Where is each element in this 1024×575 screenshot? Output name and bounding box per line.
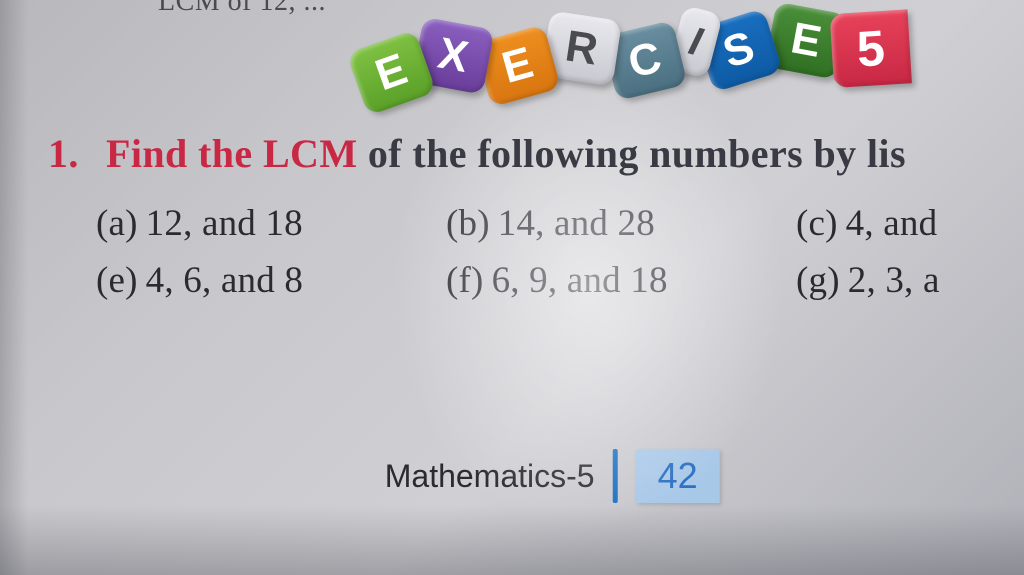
banner-tile-5: 5 bbox=[830, 9, 912, 88]
option-a-label: (a) bbox=[96, 202, 138, 245]
question-suffix: of the following numbers by lis bbox=[358, 131, 906, 176]
question-number: 1. bbox=[48, 130, 106, 177]
option-e-label: (e) bbox=[96, 259, 138, 302]
question-lcm: LCM bbox=[263, 131, 358, 176]
options-row-1: (a)12, and 18 (b)14, and 28 (c)4, and bbox=[96, 202, 1024, 245]
option-f-label: (f) bbox=[446, 259, 484, 302]
option-c-label: (c) bbox=[796, 202, 838, 245]
footer-divider bbox=[613, 449, 618, 503]
exercise-banner: E X E R C I S E 5 bbox=[351, 13, 911, 102]
option-g-text: 2, 3, a bbox=[848, 260, 940, 301]
spine-shadow bbox=[0, 0, 28, 575]
question-prefix: Find the bbox=[106, 131, 263, 176]
option-g-label: (g) bbox=[796, 259, 840, 302]
option-b-text: 14, and 28 bbox=[498, 203, 655, 244]
option-e-text: 4, 6, and 8 bbox=[146, 260, 303, 301]
question-heading: 1.Find the LCM of the following numbers … bbox=[48, 130, 1024, 177]
footer-book-title: Mathematics-5 bbox=[385, 449, 595, 503]
option-a-text: 12, and 18 bbox=[146, 203, 303, 244]
bottom-vignette bbox=[0, 505, 1024, 575]
top-cutoff-text: LCM of 12, ... bbox=[158, 0, 326, 18]
option-f-text: 6, 9, and 18 bbox=[492, 260, 668, 301]
option-c-text: 4, and bbox=[846, 203, 938, 244]
footer-page-number: 42 bbox=[636, 449, 720, 503]
page-footer: Mathematics-5 42 bbox=[385, 449, 720, 503]
options-block: (a)12, and 18 (b)14, and 28 (c)4, and (e… bbox=[96, 202, 1024, 316]
option-b-label: (b) bbox=[446, 202, 490, 245]
options-row-2: (e)4, 6, and 8 (f)6, 9, and 18 (g)2, 3, … bbox=[96, 259, 1024, 302]
